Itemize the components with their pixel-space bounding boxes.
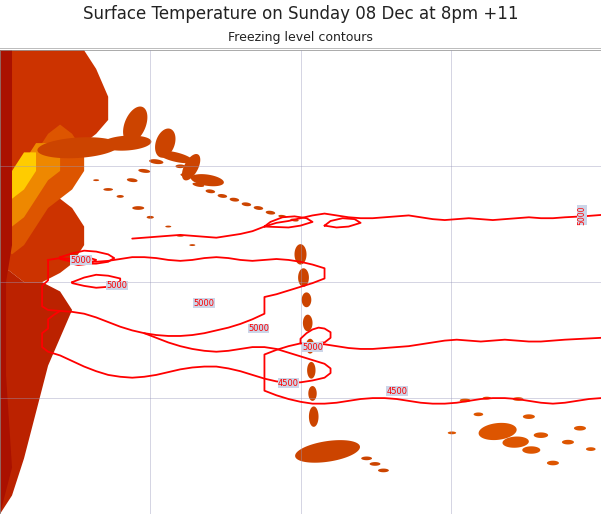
Polygon shape (218, 194, 227, 198)
Polygon shape (206, 189, 215, 193)
Polygon shape (0, 264, 72, 514)
Polygon shape (138, 169, 150, 173)
Polygon shape (522, 446, 540, 454)
Polygon shape (147, 216, 154, 218)
Polygon shape (474, 412, 483, 416)
Polygon shape (303, 315, 313, 332)
Text: 4500: 4500 (278, 379, 299, 388)
Polygon shape (378, 469, 389, 472)
Text: 5000: 5000 (578, 205, 586, 225)
Polygon shape (0, 50, 12, 514)
Polygon shape (278, 215, 287, 218)
Polygon shape (191, 174, 224, 186)
Polygon shape (0, 143, 60, 227)
Polygon shape (0, 152, 36, 199)
Polygon shape (534, 432, 548, 438)
Polygon shape (230, 198, 239, 201)
Text: Freezing level contours: Freezing level contours (228, 31, 373, 44)
Text: Surface Temperature on Sunday 08 Dec at 8pm +11: Surface Temperature on Sunday 08 Dec at … (83, 5, 518, 23)
Polygon shape (295, 440, 360, 463)
Polygon shape (180, 173, 192, 178)
Polygon shape (158, 151, 193, 163)
Text: 5000: 5000 (194, 299, 215, 307)
Polygon shape (149, 159, 163, 164)
Polygon shape (547, 461, 559, 465)
Polygon shape (306, 339, 314, 354)
Polygon shape (0, 50, 108, 282)
Polygon shape (448, 431, 456, 434)
Polygon shape (460, 398, 471, 402)
Polygon shape (562, 440, 574, 445)
Polygon shape (132, 206, 144, 210)
Polygon shape (302, 292, 311, 307)
Polygon shape (370, 462, 380, 466)
Polygon shape (93, 179, 99, 181)
Polygon shape (586, 447, 596, 451)
Polygon shape (165, 226, 171, 228)
Polygon shape (175, 164, 185, 168)
Polygon shape (127, 178, 138, 182)
Polygon shape (123, 106, 147, 142)
Polygon shape (242, 203, 251, 206)
Polygon shape (523, 414, 535, 419)
Polygon shape (478, 423, 517, 440)
Polygon shape (290, 218, 299, 222)
Polygon shape (192, 182, 204, 187)
Polygon shape (254, 206, 263, 210)
Text: 5000: 5000 (71, 256, 91, 265)
Polygon shape (298, 268, 309, 287)
Polygon shape (189, 244, 195, 246)
Polygon shape (117, 195, 124, 198)
Polygon shape (308, 386, 317, 401)
Text: 5000: 5000 (248, 324, 269, 333)
Text: 5000: 5000 (302, 343, 323, 352)
Text: 5000: 5000 (107, 281, 127, 290)
Polygon shape (155, 128, 175, 158)
Polygon shape (294, 244, 307, 265)
Polygon shape (37, 137, 119, 158)
Polygon shape (177, 235, 184, 237)
Polygon shape (103, 188, 113, 191)
Polygon shape (309, 407, 319, 427)
Polygon shape (0, 124, 84, 254)
Polygon shape (483, 397, 491, 399)
Polygon shape (502, 436, 529, 448)
Polygon shape (101, 136, 151, 151)
Polygon shape (266, 211, 275, 214)
Polygon shape (513, 397, 523, 401)
Polygon shape (182, 154, 200, 180)
Text: 4500: 4500 (386, 387, 407, 396)
Polygon shape (361, 456, 372, 460)
Polygon shape (574, 426, 586, 431)
Polygon shape (307, 362, 316, 379)
